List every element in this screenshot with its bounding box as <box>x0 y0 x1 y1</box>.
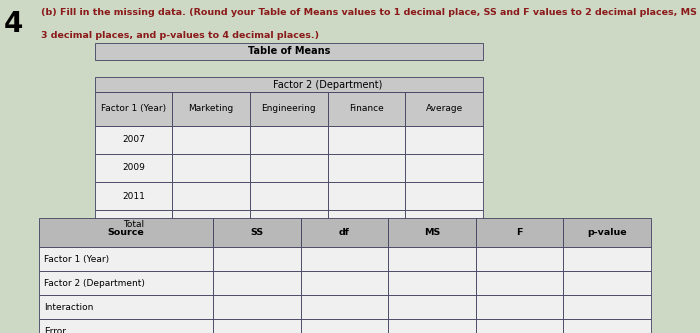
Text: 2007: 2007 <box>122 135 145 144</box>
Text: Factor 2 (Department): Factor 2 (Department) <box>273 80 382 90</box>
Text: Error: Error <box>44 327 66 333</box>
Text: (b) Fill in the missing data. (Round your Table of Means values to 1 decimal pla: (b) Fill in the missing data. (Round you… <box>41 8 700 17</box>
Text: 4: 4 <box>4 10 23 38</box>
Text: Engineering: Engineering <box>261 104 316 114</box>
Text: Interaction: Interaction <box>44 303 94 312</box>
Text: 3 decimal places, and p-values to 4 decimal places.): 3 decimal places, and p-values to 4 deci… <box>41 31 319 40</box>
Text: SS: SS <box>251 228 263 237</box>
Text: Marketing: Marketing <box>188 104 234 114</box>
Text: df: df <box>339 228 350 237</box>
Text: Average: Average <box>426 104 463 114</box>
Text: Source: Source <box>107 228 144 237</box>
Text: Factor 1 (Year): Factor 1 (Year) <box>44 255 109 264</box>
Text: Total: Total <box>122 220 144 229</box>
Text: Factor 1 (Year): Factor 1 (Year) <box>101 104 166 114</box>
Text: p-value: p-value <box>587 228 627 237</box>
Text: 2011: 2011 <box>122 192 145 201</box>
Text: Factor 2 (Department): Factor 2 (Department) <box>44 279 145 288</box>
Text: MS: MS <box>424 228 440 237</box>
Text: Table of Means: Table of Means <box>248 46 330 56</box>
Text: F: F <box>517 228 523 237</box>
Text: 2009: 2009 <box>122 164 145 172</box>
Text: Finance: Finance <box>349 104 384 114</box>
